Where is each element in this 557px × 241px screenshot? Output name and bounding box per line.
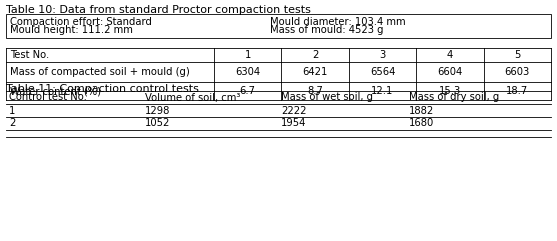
Text: 6421: 6421: [302, 67, 328, 77]
Text: 2222: 2222: [281, 106, 306, 115]
Text: 1052: 1052: [145, 119, 170, 128]
Text: 3: 3: [379, 50, 385, 60]
Text: 6603: 6603: [505, 67, 530, 77]
Text: 2: 2: [9, 119, 16, 128]
Text: 18.7: 18.7: [506, 86, 529, 96]
Text: Table 10: Data from standard Proctor compaction tests: Table 10: Data from standard Proctor com…: [6, 5, 311, 15]
Text: 6564: 6564: [370, 67, 395, 77]
Text: 1680: 1680: [409, 119, 434, 128]
Text: 4: 4: [447, 50, 453, 60]
Text: Control test No.: Control test No.: [9, 93, 87, 102]
Text: Test No.: Test No.: [10, 50, 49, 60]
Text: 2: 2: [312, 50, 318, 60]
Text: 6604: 6604: [437, 67, 462, 77]
Text: 12.1: 12.1: [372, 86, 394, 96]
Text: 6304: 6304: [235, 67, 260, 77]
Bar: [6, 14, 551, 38]
Text: 1298: 1298: [145, 106, 170, 115]
Text: 8.7: 8.7: [307, 86, 323, 96]
Text: Mass of compacted soil + mould (g): Mass of compacted soil + mould (g): [10, 67, 190, 77]
Text: 1: 1: [9, 106, 16, 115]
Text: 6.7: 6.7: [240, 86, 256, 96]
Text: Mass of mould: 4523 g: Mass of mould: 4523 g: [270, 25, 384, 35]
Text: Mould diameter: 103.4 mm: Mould diameter: 103.4 mm: [270, 17, 405, 27]
Text: 15.3: 15.3: [439, 86, 461, 96]
Text: Mould height: 111.2 mm: Mould height: 111.2 mm: [10, 25, 133, 35]
Text: Compaction effort: Standard: Compaction effort: Standard: [10, 17, 152, 27]
Text: Water content (%): Water content (%): [10, 86, 101, 96]
Text: 5: 5: [514, 50, 520, 60]
Text: Volume of soil, cm³: Volume of soil, cm³: [145, 93, 241, 102]
Text: Table 11: Compaction control tests: Table 11: Compaction control tests: [6, 84, 199, 94]
Text: 1954: 1954: [281, 119, 306, 128]
Text: Mass of wet soil, g: Mass of wet soil, g: [281, 93, 373, 102]
Text: 1: 1: [245, 50, 251, 60]
Text: 1882: 1882: [409, 106, 434, 115]
Text: Mass of dry soil, g: Mass of dry soil, g: [409, 93, 499, 102]
